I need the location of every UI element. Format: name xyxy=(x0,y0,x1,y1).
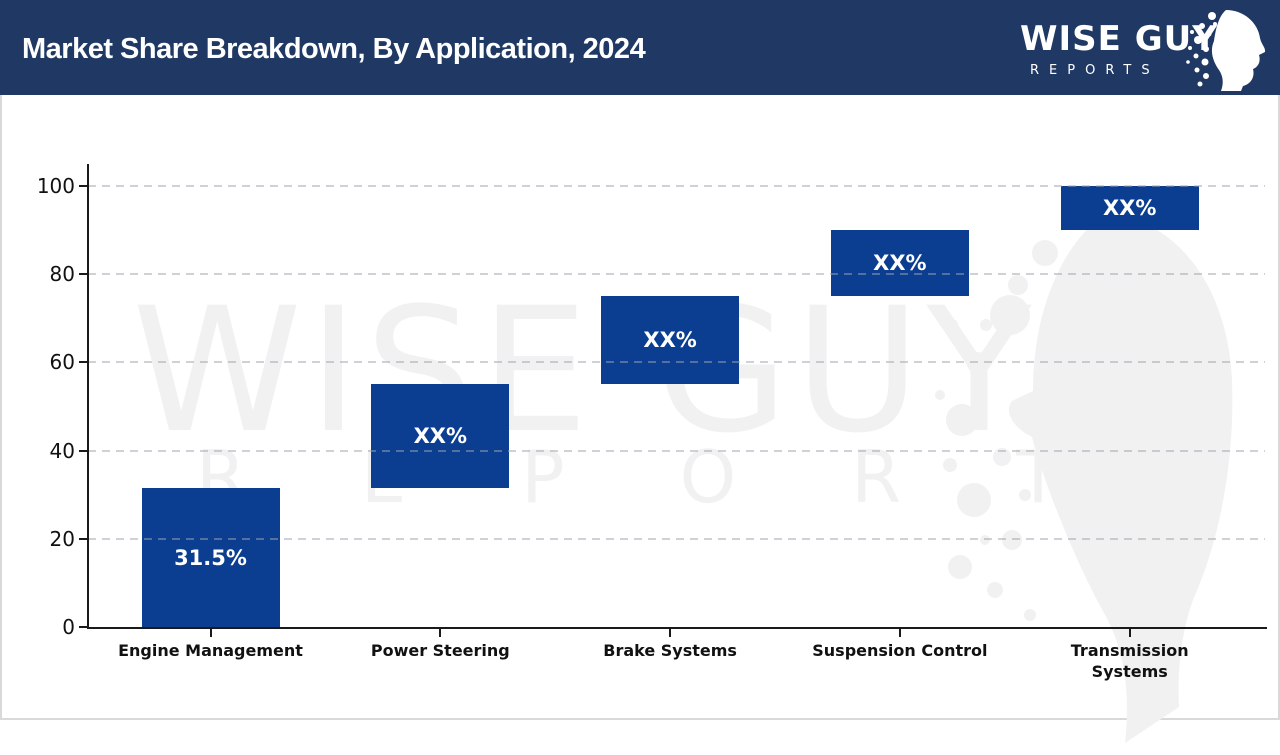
gridline-20 xyxy=(88,538,1265,540)
y-tick-40 xyxy=(79,450,87,452)
y-tick-label: 100 xyxy=(20,176,75,196)
y-tick-label: 40 xyxy=(20,441,75,461)
bar-value-label: 31.5% xyxy=(174,546,247,570)
x-tick xyxy=(1129,629,1131,637)
x-category-label: Power Steering xyxy=(325,641,555,662)
bar-segment: XX% xyxy=(1061,186,1199,230)
y-tick-80 xyxy=(79,273,87,275)
bar-value-label: XX% xyxy=(414,424,467,448)
bar-value-label: XX% xyxy=(643,328,696,352)
bar-segment: 31.5% xyxy=(142,488,280,627)
y-tick-0 xyxy=(79,626,87,628)
logo-wordmark: WISE GUY xyxy=(1020,19,1218,59)
bar-value-label: XX% xyxy=(873,251,926,275)
page-title: Market Share Breakdown, By Application, … xyxy=(22,33,645,66)
logo-reports: REPORTS xyxy=(1030,63,1160,78)
x-category-label: Engine Management xyxy=(96,641,326,662)
x-category-label: Brake Systems xyxy=(555,641,785,662)
x-tick xyxy=(439,629,441,637)
y-tick-label: 80 xyxy=(20,264,75,284)
gridline-60 xyxy=(88,361,1265,363)
bar-segment: XX% xyxy=(371,384,509,488)
header-bar: Market Share Breakdown, By Application, … xyxy=(0,0,1280,95)
x-category-label: Suspension Control xyxy=(785,641,1015,662)
y-tick-60 xyxy=(79,361,87,363)
y-tick-20 xyxy=(79,538,87,540)
x-tick xyxy=(210,629,212,637)
brand-logo: WISE GUY REPORTS xyxy=(1016,4,1266,92)
y-tick-label: 20 xyxy=(20,529,75,549)
x-tick xyxy=(899,629,901,637)
bar-segment: XX% xyxy=(601,296,739,384)
y-axis-line xyxy=(87,164,89,627)
y-tick-label: 60 xyxy=(20,352,75,372)
x-tick xyxy=(669,629,671,637)
gridline-80 xyxy=(88,273,1265,275)
bar-segment: XX% xyxy=(831,230,969,296)
y-tick-100 xyxy=(79,185,87,187)
x-axis-line xyxy=(87,627,1267,629)
bar-value-label: XX% xyxy=(1103,196,1156,220)
y-tick-label: 0 xyxy=(20,617,75,637)
gridline-100 xyxy=(88,185,1265,187)
gridline-40 xyxy=(88,450,1265,452)
